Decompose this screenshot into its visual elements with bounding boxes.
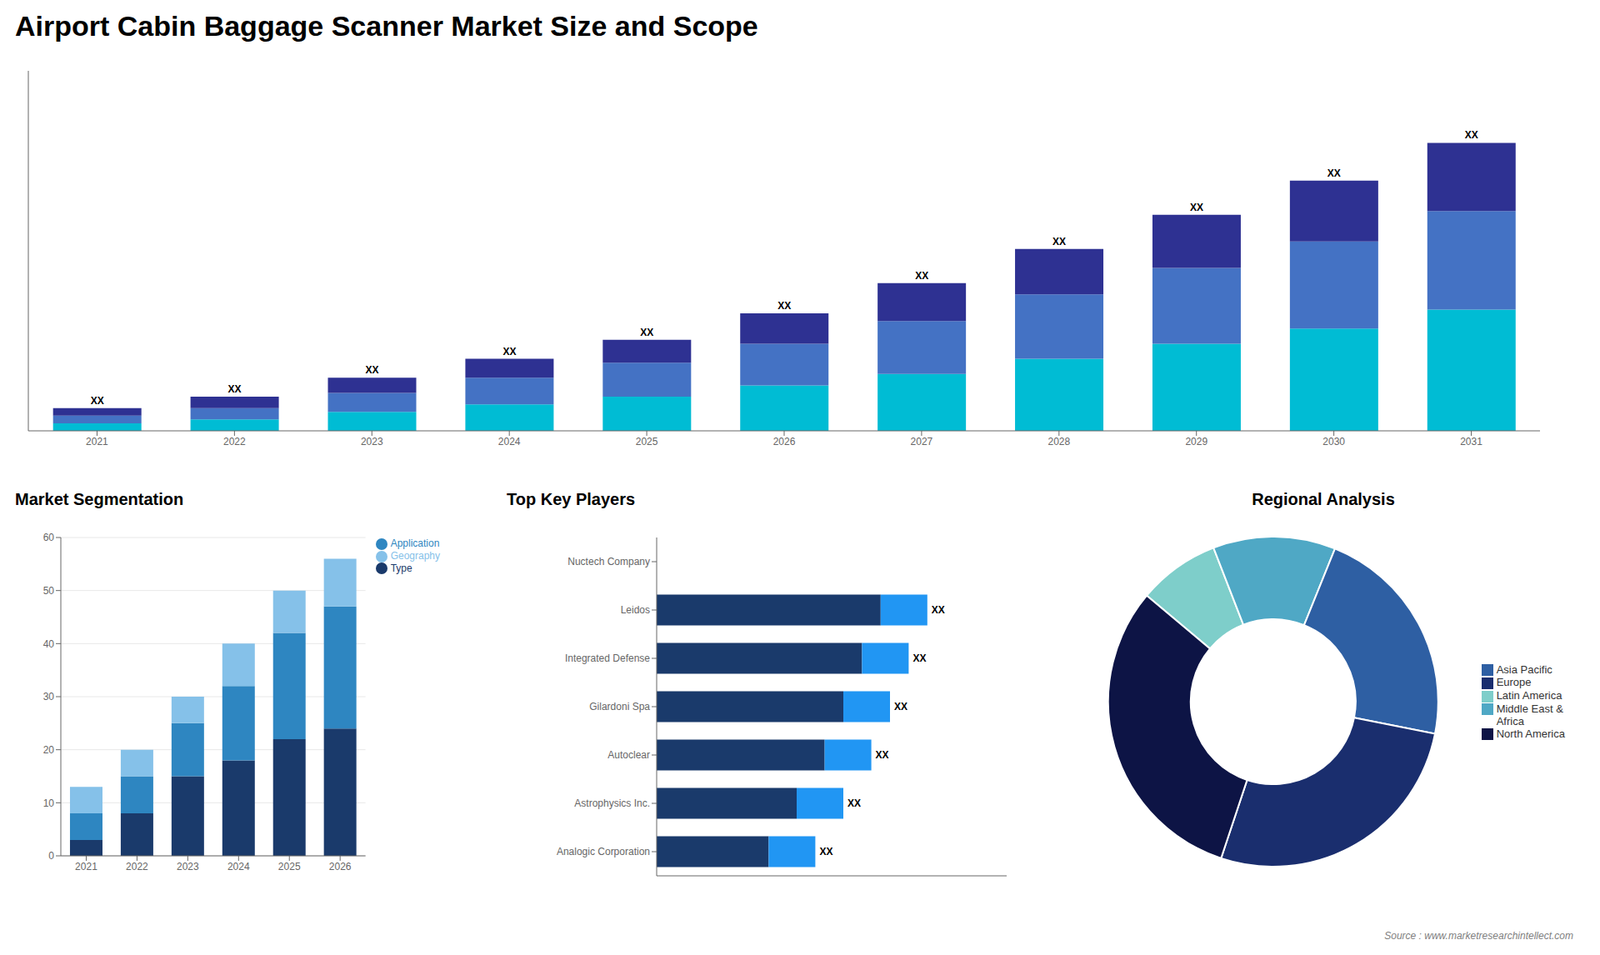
svg-text:XX: XX	[1465, 129, 1479, 141]
svg-text:XX: XX	[847, 797, 861, 810]
svg-text:XX: XX	[819, 845, 833, 858]
svg-text:2026: 2026	[329, 860, 352, 873]
svg-text:Nuctech Company: Nuctech Company	[567, 555, 650, 568]
svg-text:XX: XX	[875, 749, 890, 761]
html-text:Market Segmentation: Market Segmentation	[15, 490, 184, 509]
svg-text:2031: 2031	[1460, 435, 1483, 448]
svg-text:2025: 2025	[635, 435, 659, 448]
svg-text:Astrophysics Inc.: Astrophysics Inc.	[574, 797, 650, 810]
html-text:Airport Cabin Baggage Scanner: Airport Cabin Baggage Scanner Market Siz…	[15, 10, 759, 42]
svg-text:Integrated Defense: Integrated Defense	[565, 652, 650, 665]
svg-text:2030: 2030	[1322, 435, 1345, 448]
svg-text:XX: XX	[228, 383, 242, 395]
html-text:Source : www.marketresearchint: Source : www.marketresearchintellect.com	[1384, 930, 1574, 942]
svg-text:XX: XX	[931, 604, 945, 616]
svg-text:XX: XX	[915, 270, 929, 282]
svg-text:XX: XX	[894, 700, 908, 713]
svg-text:2023: 2023	[360, 435, 384, 448]
svg-text:2023: 2023	[176, 860, 200, 873]
svg-text:2024: 2024	[227, 860, 250, 873]
svg-text:Analogic Corporation: Analogic Corporation	[556, 845, 650, 858]
svg-text:2028: 2028	[1047, 435, 1070, 448]
html-text:Middle East & Africa: Middle East & Africa	[1496, 702, 1564, 728]
svg-text:50: 50	[43, 585, 55, 597]
html-text:North America: North America	[1496, 727, 1565, 740]
svg-text:XX: XX	[912, 652, 926, 665]
svg-text:60: 60	[43, 531, 55, 544]
svg-text:2025: 2025	[278, 860, 301, 873]
svg-text:30: 30	[43, 690, 55, 703]
svg-text:XX: XX	[1052, 235, 1066, 248]
svg-text:XX: XX	[777, 300, 791, 312]
html-text:Latin America: Latin America	[1496, 689, 1562, 702]
svg-text:2021: 2021	[75, 860, 98, 873]
html-text:Geography: Geography	[390, 549, 440, 562]
html-text:Top Key Players: Top Key Players	[506, 490, 636, 509]
html-text:Regional Analysis: Regional Analysis	[1251, 490, 1395, 509]
svg-text:XX: XX	[502, 345, 516, 358]
svg-text:2026: 2026	[773, 435, 796, 448]
svg-text:10: 10	[43, 797, 55, 810]
svg-text:XX: XX	[1190, 201, 1204, 214]
svg-text:XX: XX	[365, 364, 379, 376]
svg-text:20: 20	[43, 744, 55, 756]
svg-text:2027: 2027	[910, 435, 934, 448]
svg-text:XX: XX	[1327, 167, 1341, 180]
svg-text:XX: XX	[90, 395, 105, 407]
html-text:Application: Application	[390, 537, 440, 550]
svg-text:2024: 2024	[498, 435, 521, 448]
svg-text:2022: 2022	[223, 435, 246, 448]
svg-text:2029: 2029	[1185, 435, 1208, 448]
svg-text:2022: 2022	[125, 860, 149, 873]
html-text:Type: Type	[390, 562, 413, 574]
svg-text:0: 0	[48, 850, 55, 862]
svg-text:Leidos: Leidos	[620, 604, 650, 616]
svg-text:Gilardoni Spa: Gilardoni Spa	[589, 700, 650, 713]
html-text:Asia Pacific: Asia Pacific	[1496, 663, 1553, 676]
svg-text:40: 40	[43, 638, 55, 650]
html-text:Europe: Europe	[1496, 676, 1532, 689]
svg-text:2021: 2021	[85, 435, 109, 448]
svg-text:XX: XX	[640, 326, 654, 339]
svg-text:Autoclear: Autoclear	[607, 749, 650, 761]
